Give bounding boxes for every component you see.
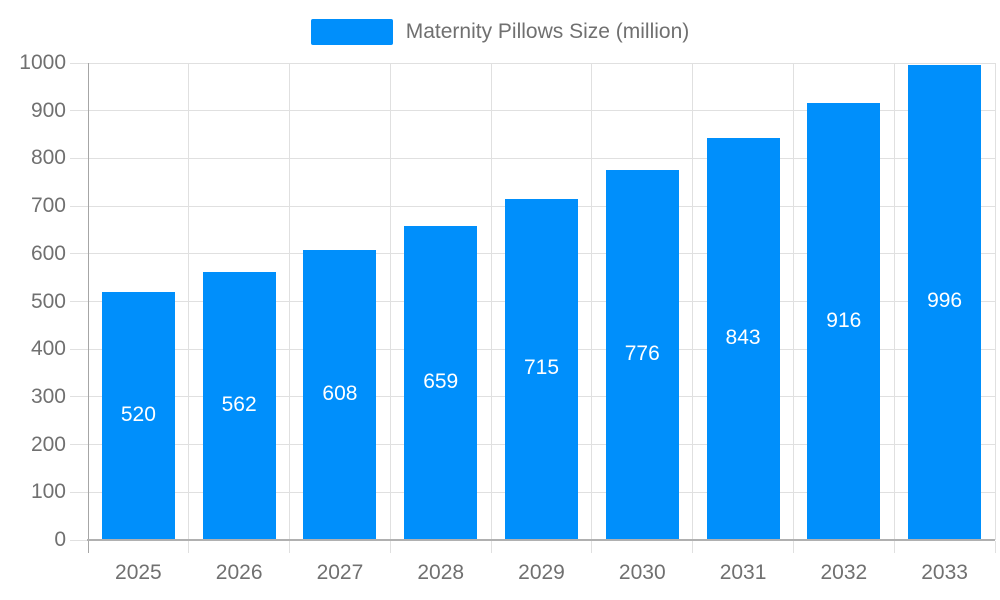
x-axis-label: 2029 [518,561,565,584]
x-gridline [893,63,895,540]
bar-value-label: 916 [826,308,862,332]
bar [404,225,478,540]
y-gridline [88,62,995,64]
y-gridline [88,157,995,159]
x-axis-label: 2026 [215,561,263,584]
y-axis-label: 900 [30,98,66,122]
y-tick [70,205,88,207]
x-axis-label: 2028 [417,561,465,584]
y-tick [70,110,88,112]
bar [505,198,578,540]
y-axis-label: 0 [54,528,66,551]
bar-value-label: 608 [322,381,358,405]
bar-value-label: 520 [120,402,156,426]
x-gridline [289,63,291,540]
bar-value-label: 843 [725,325,761,349]
y-axis-line [87,63,89,553]
x-axis-line [87,539,995,541]
x-tick [289,541,291,553]
x-tick [994,541,996,553]
legend-label: Maternity Pillows Size (million) [405,20,690,43]
x-gridline [792,63,794,540]
x-axis-label: 2025 [115,561,162,584]
legend-marker [310,19,393,45]
bar [101,291,175,540]
bar [605,169,679,540]
x-tick [389,541,391,553]
y-tick [70,396,88,398]
y-axis-label: 600 [30,241,66,265]
x-axis-label: 2033 [921,561,968,584]
bar [202,271,276,540]
x-axis-label: 2027 [316,561,364,584]
bar-value-label: 715 [523,356,560,380]
x-tick [188,541,190,553]
x-axis-label: 2031 [719,561,767,584]
bar [303,249,377,540]
y-axis-label: 400 [30,337,66,361]
bar-value-label: 996 [927,289,963,313]
y-axis-label: 500 [30,289,66,313]
bar-value-label: 776 [624,341,660,365]
y-axis-label: 300 [30,384,66,408]
x-gridline [994,63,996,540]
x-tick [692,541,694,553]
y-tick [70,253,88,255]
y-axis-label: 800 [30,146,66,170]
x-tick [591,541,593,553]
y-tick [70,157,88,159]
x-tick [792,541,794,553]
x-gridline [591,63,593,540]
bar-value-label: 562 [221,392,257,416]
y-tick [70,62,88,64]
x-gridline [490,63,492,540]
legend: Maternity Pillows Size (million) [0,17,1000,47]
legend-item[interactable]: Maternity Pillows Size (million) [310,19,690,45]
y-axis-label: 700 [30,194,66,218]
y-tick [70,444,88,446]
y-tick [70,348,88,350]
y-tick [70,539,88,541]
x-gridline [188,63,190,540]
x-axis-label: 2032 [820,561,868,584]
x-tick [893,541,895,553]
bar [908,64,982,540]
y-axis-label: 100 [30,480,66,504]
bar [706,137,780,540]
y-axis-label: 200 [30,432,66,456]
bar-value-label: 659 [423,369,459,393]
y-gridline [88,110,995,112]
y-tick [70,491,88,493]
y-tick [70,301,88,302]
y-axis-label: 1000 [19,51,66,74]
bar [807,103,881,540]
x-tick [490,541,492,553]
x-axis-label: 2030 [618,561,666,584]
x-gridline [389,63,391,540]
x-gridline [692,63,694,540]
